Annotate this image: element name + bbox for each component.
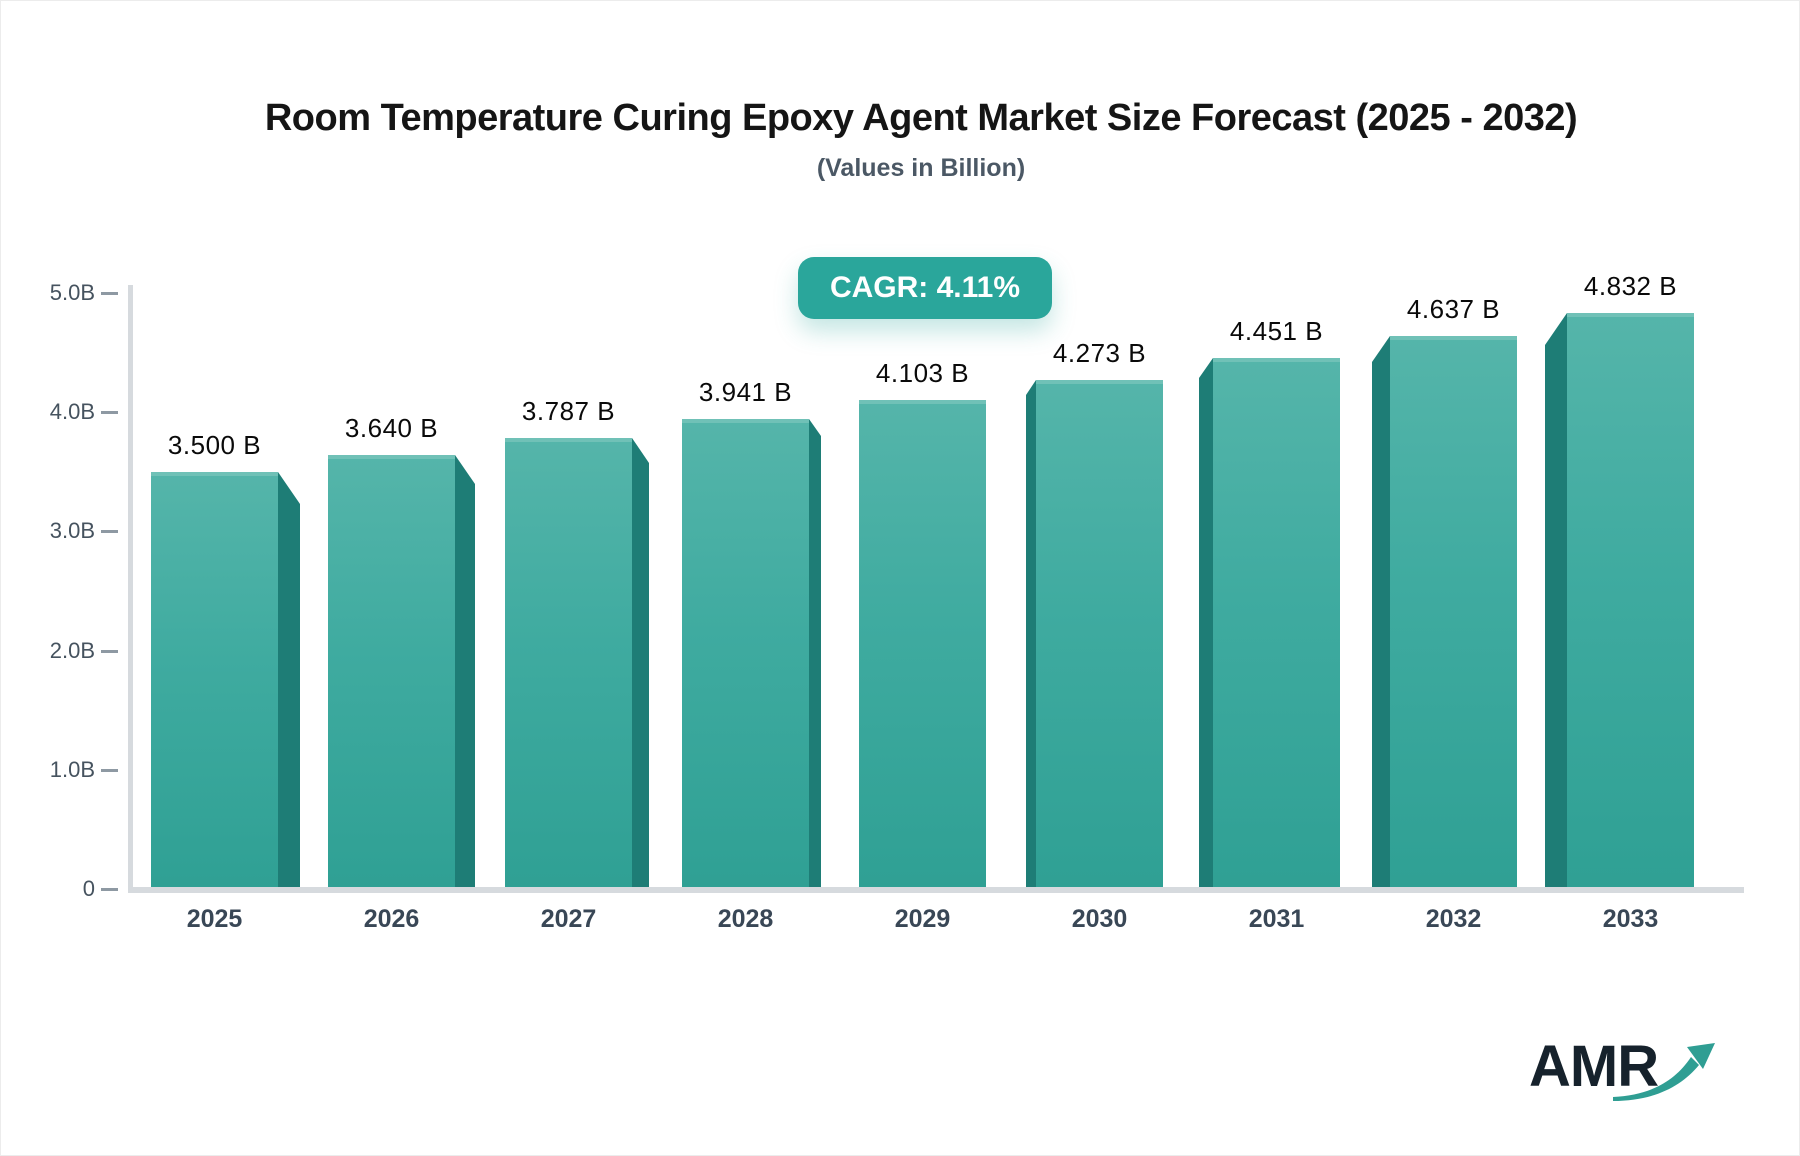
x-axis-line [128,887,1744,893]
y-axis-tick [101,888,118,891]
y-axis-tick [101,649,118,653]
bar-side-3d [632,438,649,889]
bar-side-3d [1199,358,1213,889]
y-axis-line [128,285,133,889]
y-axis-label: 3.0B [49,518,95,544]
amr-logo: AMR [1529,1033,1729,1113]
bar-2033 [1567,313,1694,889]
bar-2026 [328,455,455,889]
bar-value-label: 3.500 B [167,430,262,460]
x-axis-label: 2026 [363,905,420,933]
y-axis-tick [101,530,118,534]
bar-value-label: 4.273 B [1052,338,1147,368]
bar-value-label: 4.103 B [875,358,970,388]
chart-subtitle: (Values in Billion) [816,154,1026,182]
bar-side-3d [1372,336,1390,889]
chart-header: Room Temperature Curing Epoxy Agent Mark… [41,97,1799,183]
bar-value-label: 4.451 B [1229,316,1324,346]
growth-arrow-icon [1613,1043,1715,1101]
bar-2025 [151,472,278,889]
bar-value-label: 3.787 B [521,396,616,426]
bar-side-3d [455,455,475,889]
bar-2028 [682,419,809,889]
bar-2027 [505,438,632,889]
x-axis-label: 2027 [540,905,597,933]
y-axis-tick [101,292,118,295]
bar-side-3d [809,419,821,889]
bar-2029 [859,400,986,889]
bar-value-label: 3.640 B [344,413,439,443]
y-axis-tick [101,411,118,415]
x-axis-label: 2025 [186,905,243,933]
y-axis-label: 4.0B [49,399,95,425]
x-axis-label: 2033 [1602,905,1659,933]
x-axis-label: 2031 [1248,905,1305,933]
y-axis-label: 1.0B [49,756,95,782]
x-axis-label: 2032 [1425,905,1482,933]
x-axis-label: 2029 [894,905,951,933]
y-axis-label: 2.0B [49,637,95,663]
bar-side-3d [1545,313,1567,889]
amr-logo-text: AMR [1529,1034,1659,1099]
bar-value-label: 4.832 B [1583,271,1678,301]
bar-value-label: 3.941 B [698,377,793,407]
y-axis-label: 5.0B [49,280,95,305]
bar-2031 [1213,358,1340,889]
bar-value-label: 4.637 B [1406,294,1501,324]
bar-side-3d [1026,380,1036,889]
chart-title: Room Temperature Curing Epoxy Agent Mark… [264,97,1578,139]
bar-side-3d [278,472,300,889]
x-axis-label: 2028 [717,905,774,933]
y-axis-tick [101,768,118,772]
cagr-badge: CAGR: 4.11% [798,257,1052,319]
x-axis-label: 2030 [1071,905,1128,933]
bar-2030 [1036,380,1163,889]
cagr-badge-label: CAGR: 4.11% [829,271,1021,304]
bar-2032 [1390,336,1517,889]
y-axis-label: 0 [82,876,95,901]
